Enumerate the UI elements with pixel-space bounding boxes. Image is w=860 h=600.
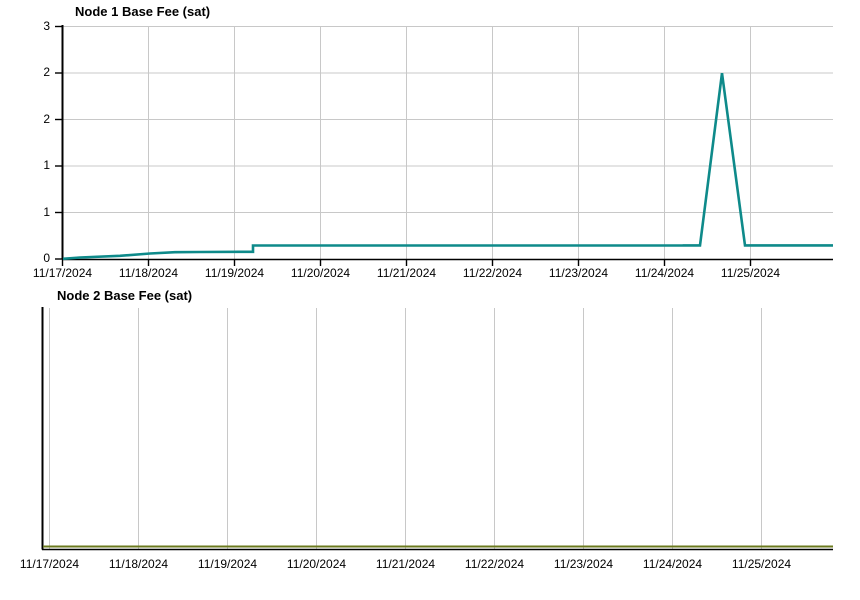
x-tick-label: 11/25/2024 xyxy=(720,266,781,280)
x-tick-label: 11/18/2024 xyxy=(108,557,169,571)
x-tick-label: 11/22/2024 xyxy=(462,266,523,280)
x-tick-label: 11/17/2024 xyxy=(19,557,80,571)
chart-title-node-1: Node 1 Base Fee (sat) xyxy=(75,4,211,19)
x-tick-label: 11/21/2024 xyxy=(375,557,436,571)
y-tick-label: 3 xyxy=(43,19,50,33)
x-tick-label: 11/23/2024 xyxy=(553,557,614,571)
y-ticks-node-1 xyxy=(55,25,62,260)
x-gridlines-node-1 xyxy=(62,26,751,259)
x-tick-label: 11/19/2024 xyxy=(204,266,265,280)
x-tick-label: 11/23/2024 xyxy=(548,266,609,280)
chart-panel-node-1: Node 1 Base Fee (sat) xyxy=(0,0,860,285)
data-line-node-1 xyxy=(62,73,833,261)
x-ticks-node-1 xyxy=(61,259,752,266)
y-tick-label: 1 xyxy=(43,158,50,172)
plot-area-node-1 xyxy=(0,0,860,285)
y-tick-label: 2 xyxy=(43,112,50,126)
y-tick-label: 2 xyxy=(43,65,50,79)
x-tick-label: 11/20/2024 xyxy=(286,557,347,571)
x-tick-label: 11/21/2024 xyxy=(376,266,437,280)
x-tick-label: 11/25/2024 xyxy=(731,557,792,571)
x-tick-label: 11/17/2024 xyxy=(32,266,93,280)
y-tick-label: 1 xyxy=(43,205,50,219)
x-tick-label: 11/20/2024 xyxy=(290,266,351,280)
x-gridlines-node-2 xyxy=(49,308,762,549)
x-tick-label: 11/22/2024 xyxy=(464,557,525,571)
y-tick-label: 0 xyxy=(43,251,50,265)
x-tick-label: 11/19/2024 xyxy=(197,557,258,571)
plot-area-node-2 xyxy=(0,285,860,600)
chart-title-node-2: Node 2 Base Fee (sat) xyxy=(57,288,193,303)
x-tick-label: 11/18/2024 xyxy=(118,266,179,280)
x-tick-label: 11/24/2024 xyxy=(642,557,703,571)
x-tick-label: 11/24/2024 xyxy=(634,266,695,280)
chart-panel-node-2: Node 2 Base Fee (sat) xyxy=(0,285,860,600)
